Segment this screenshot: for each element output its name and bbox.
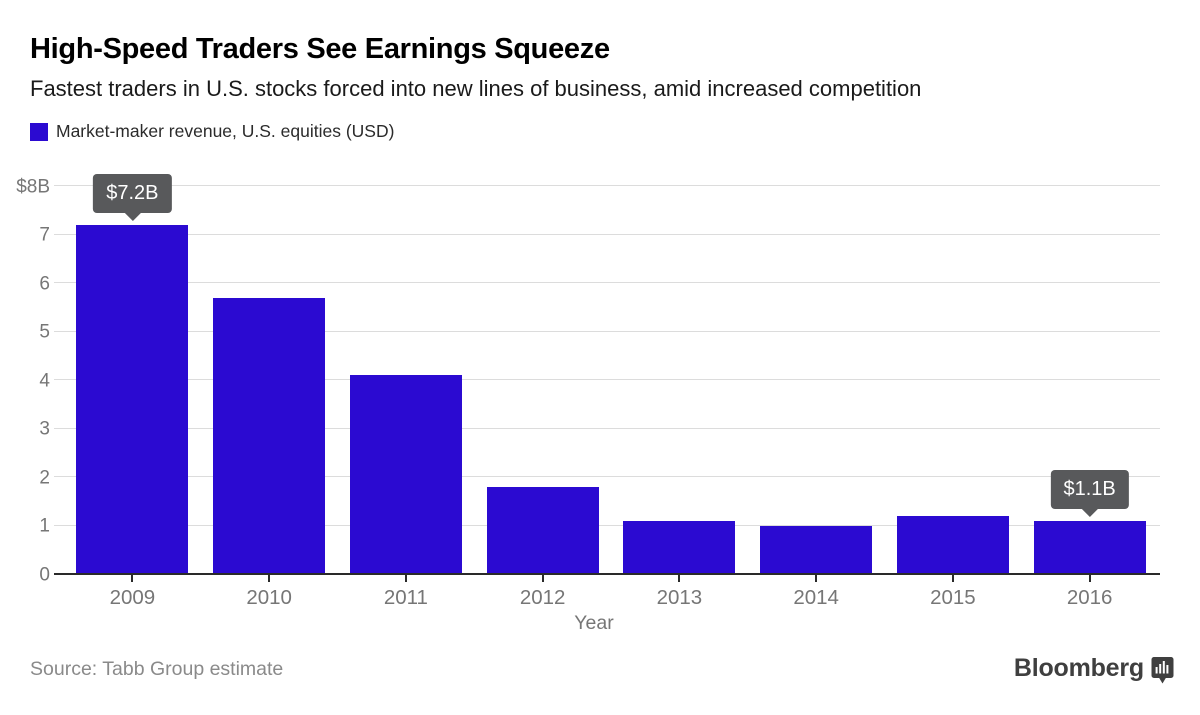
y-axis-label-6: 6 (39, 273, 50, 294)
legend-label: Market-maker revenue, U.S. equities (USD… (56, 121, 395, 141)
x-tick-2013 (678, 574, 681, 582)
x-tick-2014 (815, 574, 818, 582)
x-tick-2009 (131, 574, 134, 582)
x-tick-2012 (541, 574, 544, 582)
x-tick-2011 (404, 574, 407, 582)
value-callout-2009: $7.2B (93, 173, 172, 213)
y-axis-label-5: 5 (39, 321, 50, 343)
bar-2010 (213, 297, 326, 574)
x-tick-2015 (951, 574, 954, 582)
gridline-7 (54, 233, 1160, 235)
gridline-2 (54, 476, 1160, 477)
y-axis-label-1: 1 (39, 515, 50, 537)
gridline-8b (54, 185, 1160, 186)
gridline-1 (54, 524, 1160, 526)
bar-2014 (760, 525, 873, 574)
x-axis-label-2016: 2016 (1066, 586, 1113, 609)
x-tick-2016 (1088, 574, 1091, 582)
gridline-4 (54, 379, 1160, 380)
bloomberg-logo: Bloomberg (1014, 653, 1174, 691)
gridline-6 (54, 282, 1160, 283)
x-axis-title: Year (574, 612, 614, 634)
bar-2016 (1033, 520, 1146, 574)
y-axis-label-0: 0 (39, 564, 50, 585)
bar-2015 (896, 515, 1009, 574)
x-axis-line (54, 573, 1160, 575)
value-callout-2016: $1.1B (1050, 469, 1129, 509)
bloomberg-chart-bubble-icon (1151, 656, 1174, 691)
bloomberg-wordmark: Bloomberg (1013, 654, 1144, 682)
x-axis-label-2010: 2010 (246, 586, 292, 609)
bar-2012 (486, 486, 599, 574)
source-note: Source: Tabb Group estimate (30, 658, 284, 680)
bar-2013 (623, 520, 736, 574)
x-axis-label-2009: 2009 (109, 586, 156, 609)
x-axis-label-2013: 2013 (656, 586, 703, 609)
x-axis-label-2012: 2012 (519, 586, 566, 609)
chart-subtitle: Fastest traders in U.S. stocks forced in… (30, 76, 922, 101)
x-axis-label-2015: 2015 (930, 586, 976, 609)
chart-title: High-Speed Traders See Earnings Squeeze (30, 33, 610, 65)
bar-2009 (76, 224, 189, 574)
legend: Market-maker revenue, U.S. equities (USD… (30, 121, 394, 142)
y-axis-label-2: 2 (39, 467, 50, 488)
plot-area: $8B 7 6 5 4 3 2 1 0 2009 2010 2011 2012 2013 2014 2015 2… (16, 173, 1160, 609)
x-tick-2010 (268, 574, 271, 582)
y-axis-label-7: 7 (39, 224, 50, 246)
y-axis-label-8b: $8B (16, 176, 50, 197)
y-axis-label-4: 4 (39, 370, 50, 391)
x-axis-label-2011: 2011 (383, 586, 428, 609)
gridline-5 (54, 330, 1160, 332)
legend-swatch-icon (30, 122, 48, 141)
y-axis-label-3: 3 (39, 418, 50, 440)
bar-2011 (349, 375, 462, 574)
x-axis-label-2014: 2014 (793, 586, 839, 609)
gridline-3 (54, 427, 1160, 429)
